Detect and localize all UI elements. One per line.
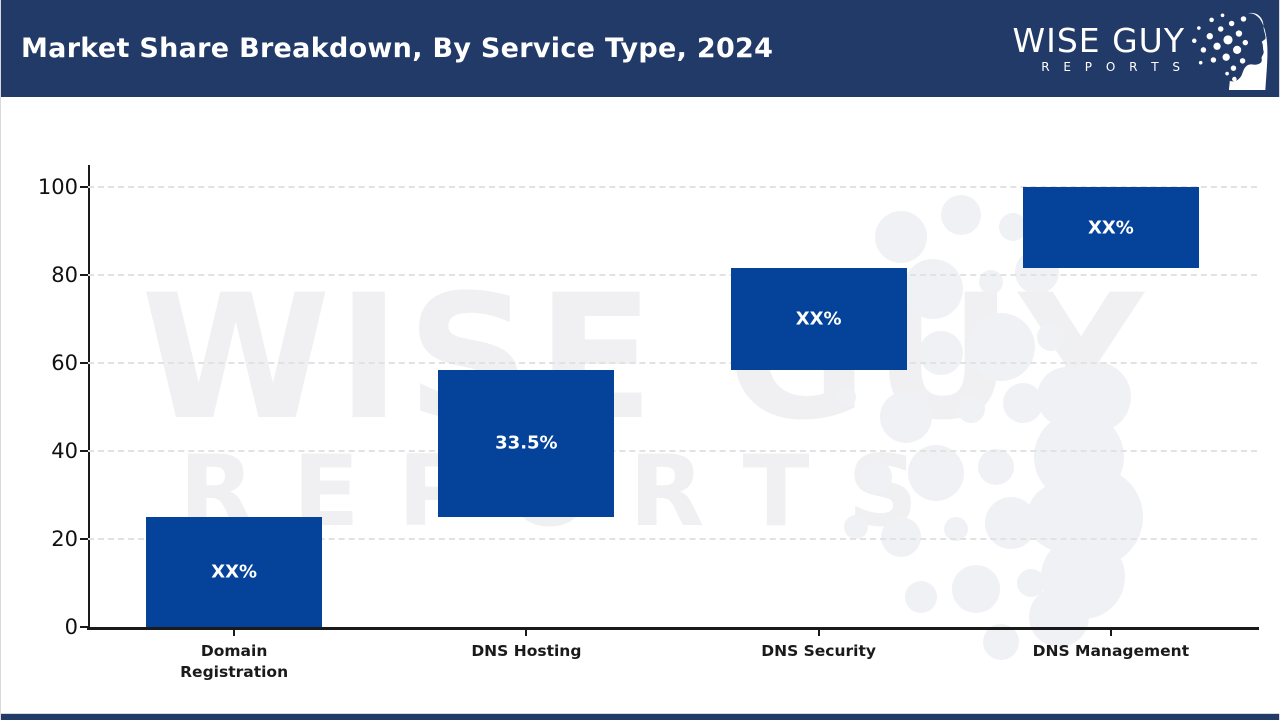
y-tick-0 bbox=[80, 626, 88, 628]
y-tick-40 bbox=[80, 450, 88, 452]
footer-bar bbox=[1, 714, 1279, 720]
brand-logo-text: WISE GUY R E P O R T S bbox=[1012, 20, 1185, 75]
x-tick-3 bbox=[1109, 629, 1112, 636]
y-tick-label-60: 60 bbox=[51, 351, 78, 375]
bar-1 bbox=[438, 369, 615, 517]
gridline-100 bbox=[88, 186, 1257, 188]
y-tick-label-80: 80 bbox=[51, 263, 78, 287]
y-tick-label-0: 0 bbox=[64, 615, 78, 639]
brand-name: WISE GUY bbox=[1012, 20, 1185, 60]
bar-value-label-2: XX% bbox=[795, 308, 842, 330]
brand-head-icon bbox=[1192, 12, 1268, 90]
y-tick-60 bbox=[80, 362, 88, 364]
gridline-60 bbox=[88, 362, 1257, 364]
x-tick-label-2: DNS Security bbox=[761, 642, 877, 660]
bar-3 bbox=[1022, 187, 1199, 269]
y-tick-label-40: 40 bbox=[51, 439, 78, 463]
gridline-40 bbox=[88, 450, 1257, 452]
bar-2 bbox=[730, 268, 907, 370]
x-tick-2 bbox=[817, 629, 820, 636]
x-axis-spine bbox=[87, 627, 1259, 630]
y-tick-label-100: 100 bbox=[37, 175, 78, 199]
footer-hairline bbox=[1, 713, 1279, 714]
x-tick-1 bbox=[525, 629, 528, 636]
bar-value-label-3: XX% bbox=[1087, 217, 1134, 239]
plot: 0 20 40 60 80 100 XX% Domain Registration 33.5% D… bbox=[1, 97, 1280, 714]
bar-value-label-0: XX% bbox=[211, 561, 258, 583]
brand-subname: R E P O R T S bbox=[1041, 60, 1185, 75]
gridline-80 bbox=[88, 274, 1257, 276]
y-tick-100 bbox=[80, 186, 88, 188]
bar-value-label-1: 33.5% bbox=[495, 432, 558, 454]
y-tick-20 bbox=[80, 538, 88, 540]
header-bar: Market Share Breakdown, By Service Type,… bbox=[1, 0, 1279, 97]
page-title: Market Share Breakdown, By Service Type,… bbox=[21, 33, 774, 64]
brand-logo: WISE GUY R E P O R T S bbox=[1012, 8, 1269, 90]
x-tick-label-0: Domain Registration bbox=[180, 642, 289, 681]
bar-0 bbox=[146, 517, 323, 627]
x-tick-label-3: DNS Management bbox=[1032, 642, 1190, 660]
gridline-20 bbox=[88, 538, 1257, 540]
y-axis-spine bbox=[88, 165, 90, 629]
y-tick-80 bbox=[80, 274, 88, 276]
x-tick-0 bbox=[233, 629, 236, 636]
x-tick-label-1: DNS Hosting bbox=[471, 642, 582, 660]
y-tick-label-20: 20 bbox=[51, 527, 78, 551]
